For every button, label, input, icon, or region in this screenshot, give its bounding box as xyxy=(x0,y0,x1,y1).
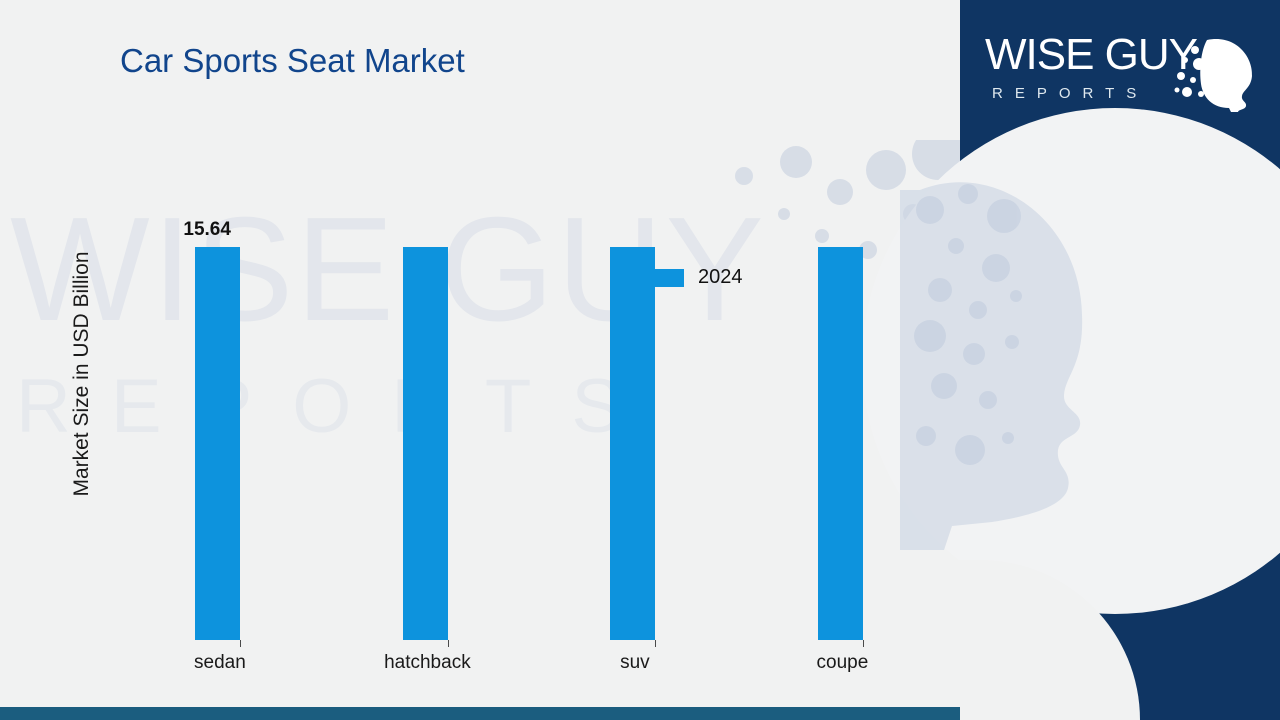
logo-head-icon xyxy=(1174,38,1253,112)
y-axis-label: Market Size in USD Billion xyxy=(70,251,93,497)
axis-tick-suv xyxy=(655,640,657,647)
axis-tick-sedan xyxy=(240,640,242,647)
bar-value-sedan: 15.64 xyxy=(183,218,231,240)
bar-coupe xyxy=(817,246,863,640)
category-label-hatchback: hatchback xyxy=(384,652,471,673)
logo-wiseguy-text: WISE GUY xyxy=(985,30,1198,79)
category-label-coupe: coupe xyxy=(816,652,869,673)
ghost-head-graphic xyxy=(900,182,1083,550)
category-label-sedan: sedan xyxy=(194,652,246,673)
bar-sedan xyxy=(195,246,241,640)
bar-hatchback xyxy=(402,246,448,640)
chart-container: Car Sports Seat Market Market Size in US… xyxy=(70,42,940,673)
legend-label-2024: 2024 xyxy=(698,266,743,288)
category-label-suv: suv xyxy=(620,652,650,673)
chart-title: Car Sports Seat Market xyxy=(120,42,465,79)
chart-plot-area: 15.64 sedan hatchback suv coupe xyxy=(110,200,940,673)
axis-tick-coupe xyxy=(862,640,864,647)
bar-suv xyxy=(610,246,656,640)
footer-strip xyxy=(0,707,960,720)
brand-logo: WISE GUY REPORTS xyxy=(985,30,1255,116)
logo-reports-text: REPORTS xyxy=(992,85,1149,102)
axis-tick-hatchback xyxy=(447,640,449,647)
